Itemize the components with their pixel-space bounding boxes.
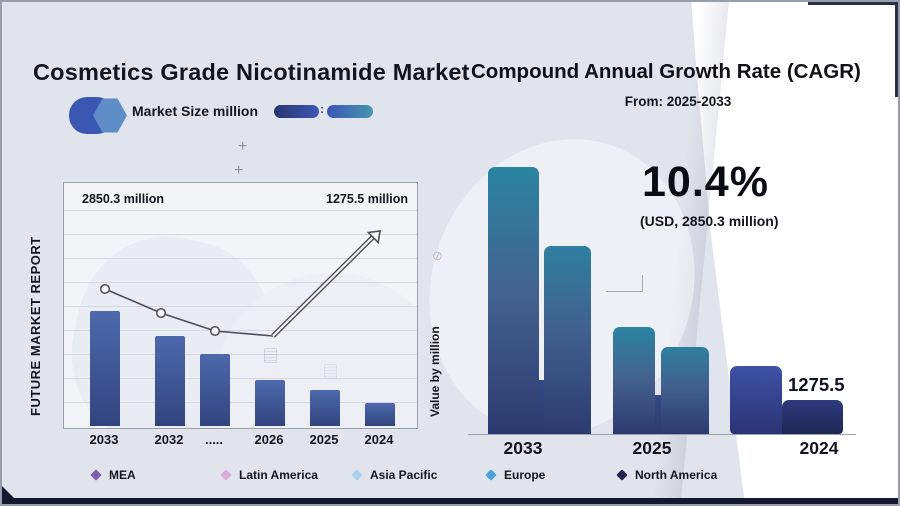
market-size-chart-panel: 2850.3 million 1275.5 million — [63, 182, 418, 429]
cagr-bar — [544, 246, 591, 434]
cagr-2024-annotation: 1275.5 — [788, 374, 845, 395]
left-x-tick-label: 2025 — [309, 432, 339, 447]
end-value-label: 1275.5 million — [326, 192, 408, 206]
gridline — [64, 210, 417, 211]
market-size-bar — [310, 390, 340, 426]
cagr-x-tick-label: 2024 — [799, 438, 839, 458]
gridline — [64, 306, 417, 307]
left-x-tick-label: 2026 — [254, 432, 284, 447]
region-legend-item: MEA — [90, 468, 136, 482]
left-x-tick-label: ..... — [204, 432, 224, 447]
diamond-icon — [351, 469, 363, 481]
bottom-frame-bar — [2, 498, 898, 504]
gridline — [64, 402, 417, 403]
region-legend-label: Europe — [504, 468, 546, 482]
gridline — [64, 330, 417, 331]
region-legend-item: North America — [616, 468, 718, 482]
cagr-bar-join — [539, 380, 544, 434]
ratio-colon-separator: : — [320, 102, 324, 116]
value-axis-label: Value by million — [428, 326, 442, 417]
diamond-icon — [485, 469, 497, 481]
cagr-note: (USD, 2850.3 million) — [640, 213, 779, 229]
cagr-bar — [488, 167, 539, 434]
diamond-icon — [90, 469, 102, 481]
market-size-bar — [365, 403, 395, 426]
cagr-x-tick-label: 2033 — [503, 438, 543, 458]
region-legend-item: Asia Pacific — [351, 468, 438, 482]
market-size-bar — [90, 311, 120, 426]
step-line-decoration — [606, 275, 643, 292]
market-size-bar — [155, 336, 185, 426]
gridline — [64, 258, 417, 259]
cagr-bar — [613, 327, 655, 434]
left-x-tick-label: 2033 — [89, 432, 119, 447]
market-size-bar — [200, 354, 230, 426]
region-legend-label: Asia Pacific — [370, 468, 438, 482]
cagr-subtitle: From: 2025-2033 — [624, 94, 732, 109]
cagr-title: Compound Annual Growth Rate (CAGR) — [471, 60, 861, 83]
region-legend-label: North America — [635, 468, 718, 482]
gridline — [64, 354, 417, 355]
market-size-icon — [69, 97, 127, 134]
ratio-pill-right — [327, 105, 373, 118]
page-title: Cosmetics Grade Nicotinamide Market — [33, 59, 470, 85]
cagr-value: 10.4% — [642, 158, 769, 206]
trend-line-arrow — [99, 230, 381, 338]
ratio-pill-left — [274, 105, 319, 118]
plus-icon: + — [234, 162, 244, 179]
diamond-icon — [616, 469, 628, 481]
region-legend-label: Latin America — [239, 468, 318, 482]
market-size-bar — [255, 380, 285, 426]
gridline — [64, 234, 417, 235]
left-x-tick-label: 2024 — [364, 432, 394, 447]
clipboard-watermark-icon — [264, 348, 277, 363]
region-legend-item: Latin America — [220, 468, 318, 482]
gridline — [64, 282, 417, 283]
cagr-bar — [782, 400, 843, 434]
cagr-bar-join — [655, 395, 661, 434]
cagr-x-axis-line — [468, 434, 856, 435]
cagr-x-tick-label: 2025 — [632, 438, 672, 458]
future-market-report-label: FUTURE MARKET REPORT — [28, 236, 43, 416]
top-right-edge-accent — [808, 2, 898, 5]
start-value-label: 2850.3 million — [82, 192, 164, 206]
plus-icon: + — [238, 138, 248, 155]
cagr-bar — [661, 347, 709, 434]
market-size-legend-label: Market Size million — [132, 103, 259, 119]
clipboard-watermark-icon — [324, 364, 337, 379]
gridline — [64, 378, 417, 379]
right-edge-accent — [895, 2, 898, 97]
bottom-left-corner-accent — [2, 486, 20, 504]
region-legend-label: MEA — [109, 468, 136, 482]
cagr-chart: 10.4% (USD, 2850.3 million) 2033 2025 2024… — [462, 132, 862, 467]
diamond-icon — [220, 469, 232, 481]
cagr-bar — [730, 366, 782, 434]
left-x-tick-label: 2032 — [154, 432, 184, 447]
region-legend-item: Europe — [485, 468, 546, 482]
